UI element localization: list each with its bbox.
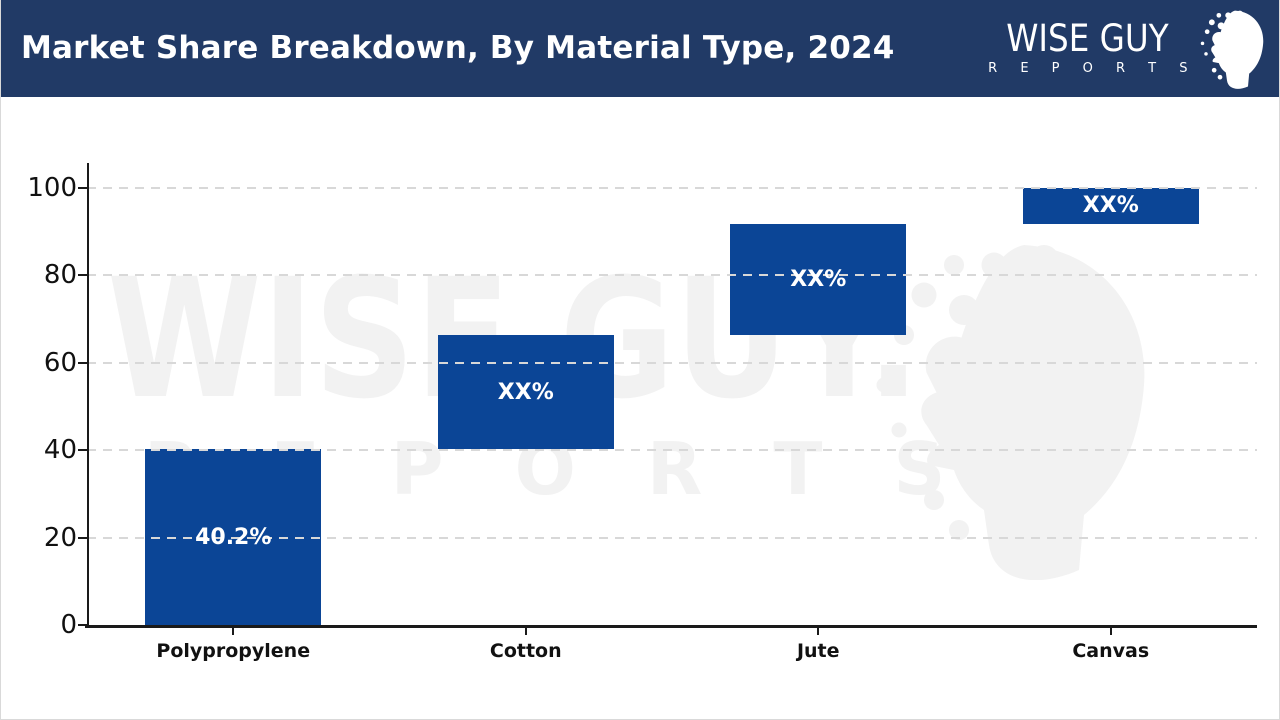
- x-tick-mark: [232, 628, 235, 635]
- bar-cotton: XX%: [437, 335, 614, 450]
- wiseguy-logo-text: WISE GUY R E P O R T S: [978, 20, 1197, 76]
- y-tick-label: 100: [27, 172, 77, 203]
- y-tick-label: 80: [43, 260, 77, 290]
- y-tick-label: 20: [43, 522, 77, 553]
- x-category-label: Canvas: [1072, 640, 1150, 662]
- y-tick-mark: [78, 449, 87, 451]
- page-title: Market Share Breakdown, By Material Type…: [21, 30, 895, 66]
- y-tick-mark: [78, 186, 87, 189]
- y-tick-mark: [78, 361, 87, 364]
- x-category-label: Cotton: [489, 640, 562, 662]
- y-tick-mark: [78, 536, 87, 539]
- bar-value-label: 40.2%: [195, 524, 272, 550]
- bar-jute: XX%: [730, 224, 907, 336]
- chart-plot: WISE GUY. R E P O R T S 40.2% XX% XX% XX% 0 2…: [1, 97, 1279, 719]
- logo-subtitle: R E P O R T S: [988, 61, 1197, 76]
- x-tick-mark: [817, 628, 820, 635]
- wiseguy-face-icon: [1199, 7, 1269, 89]
- y-tick-mark: [78, 624, 87, 626]
- gridline: [87, 186, 1257, 189]
- y-tick-label: 60: [43, 347, 77, 378]
- y-tick-mark: [78, 274, 87, 276]
- x-axis-line: [85, 625, 1257, 628]
- x-category-label: Polypropylene: [156, 640, 311, 662]
- y-tick-label: 40: [43, 435, 77, 465]
- bar-value-label: XX%: [497, 379, 554, 405]
- bar-canvas: XX%: [1022, 187, 1199, 225]
- watermark-face-icon: [869, 230, 1169, 581]
- gridline: [87, 536, 1257, 539]
- wiseguy-logo: WISE GUY R E P O R T S: [978, 7, 1269, 89]
- x-tick-mark: [524, 628, 527, 635]
- gridline: [87, 449, 1257, 451]
- y-tick-label: 0: [60, 610, 77, 640]
- gridline: [87, 274, 1257, 276]
- bar-value-label: XX%: [1082, 193, 1139, 219]
- header-bar: Market Share Breakdown, By Material Type…: [1, 0, 1279, 97]
- gridline: [87, 361, 1257, 364]
- x-tick-mark: [1109, 628, 1112, 635]
- logo-wordmark: WISE GUY: [1006, 17, 1169, 60]
- x-category-label: Jute: [796, 640, 840, 662]
- bar-value-label: XX%: [790, 267, 847, 293]
- y-axis-line: [87, 163, 89, 628]
